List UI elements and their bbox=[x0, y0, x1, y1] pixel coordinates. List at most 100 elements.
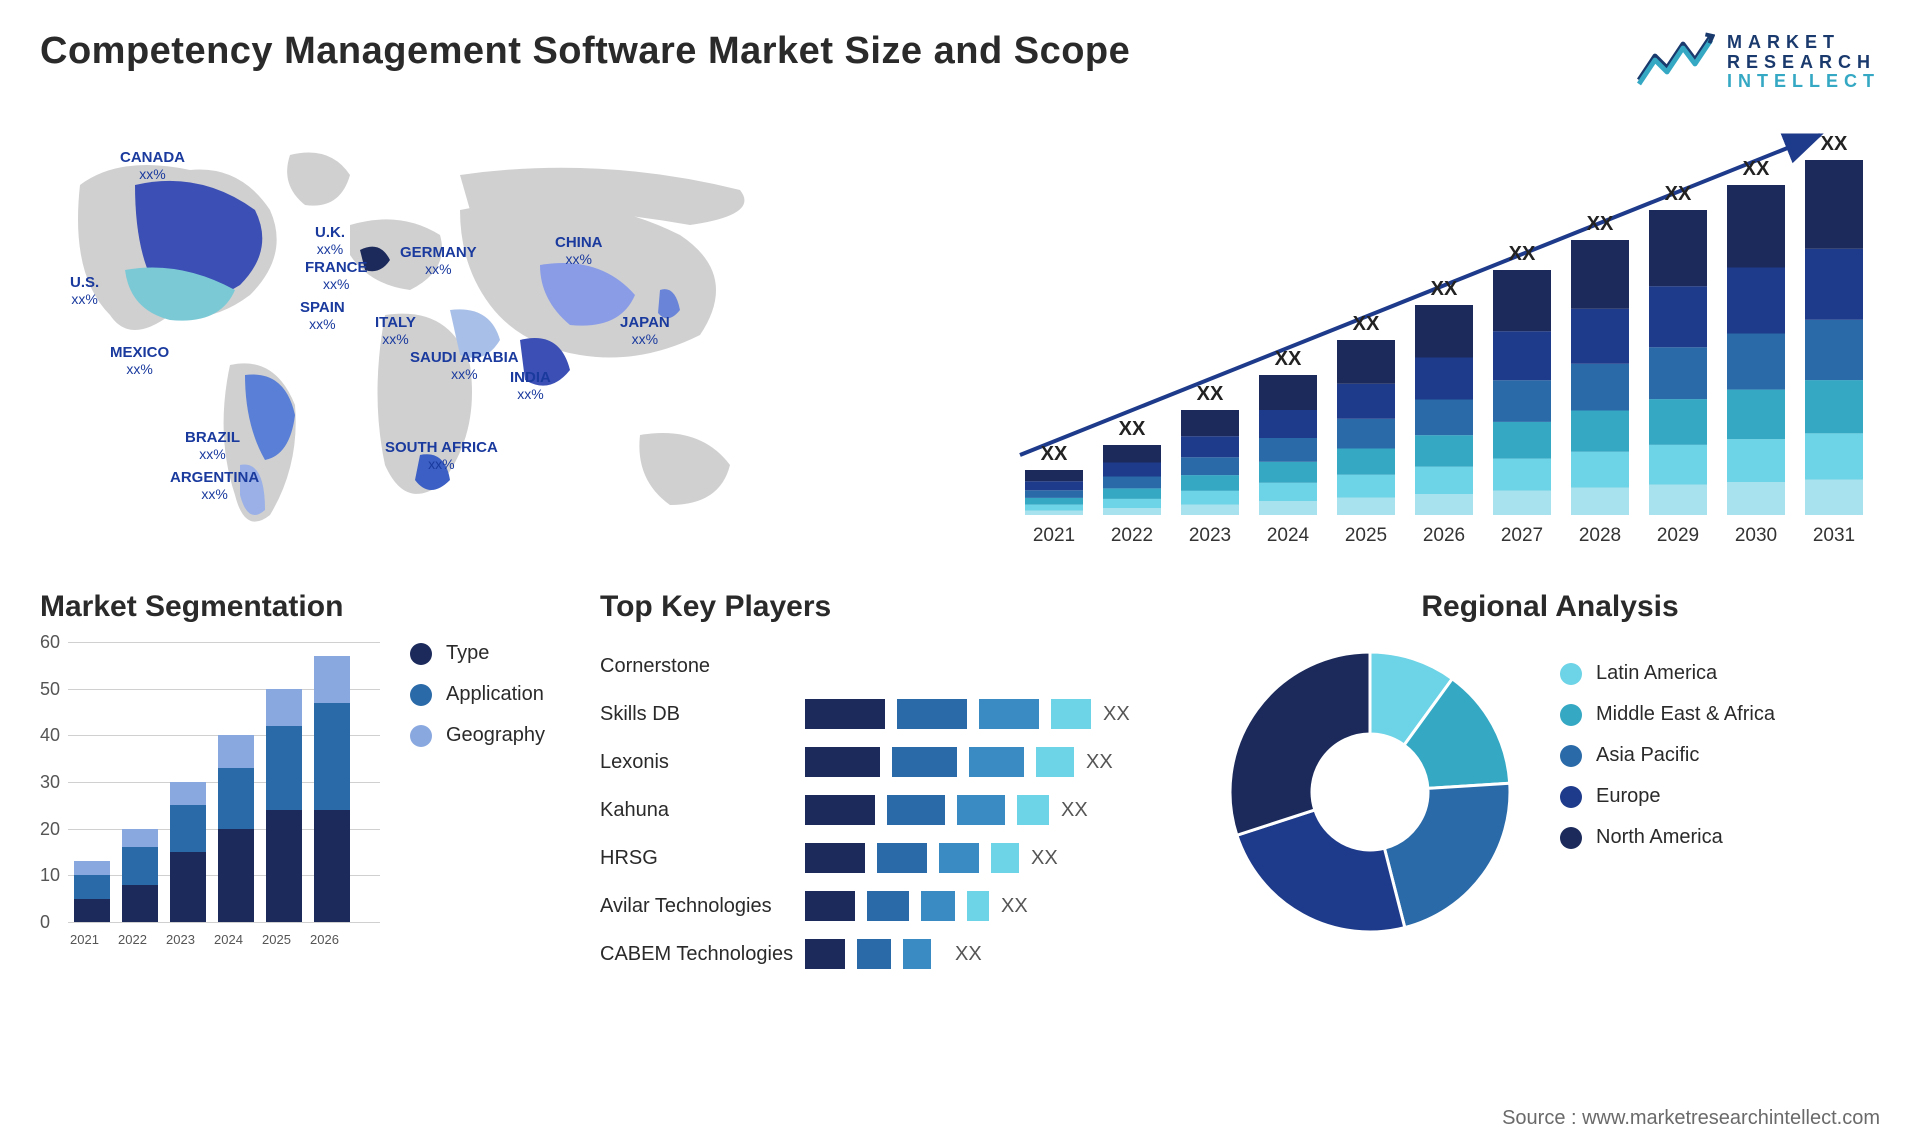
seg-bar-seg bbox=[170, 805, 206, 852]
seg-ytick: 30 bbox=[40, 772, 60, 793]
svg-text:XX: XX bbox=[1509, 243, 1536, 265]
brand-logo: MARKET RESEARCH INTELLECT bbox=[1635, 30, 1880, 95]
swatch-icon bbox=[1560, 663, 1582, 685]
seg-bar-seg bbox=[74, 899, 110, 922]
player-bar-seg bbox=[892, 747, 957, 777]
player-row: Cornerstone bbox=[600, 642, 1190, 690]
growth-chart-panel: XX2021XX2022XX2023XX2024XX2025XX2026XX20… bbox=[1000, 115, 1880, 555]
seg-xtick: 2025 bbox=[262, 932, 291, 947]
svg-text:2030: 2030 bbox=[1735, 525, 1777, 546]
player-bar: XX bbox=[805, 891, 1190, 921]
svg-text:2026: 2026 bbox=[1423, 525, 1465, 546]
player-name: Cornerstone bbox=[600, 655, 795, 678]
seg-ytick: 50 bbox=[40, 679, 60, 700]
seg-ytick: 60 bbox=[40, 632, 60, 653]
seg-bar-seg bbox=[218, 735, 254, 768]
seg-bar-seg bbox=[218, 829, 254, 922]
source-line: Source : www.marketresearchintellect.com bbox=[1502, 1107, 1880, 1130]
seg-bar-seg bbox=[266, 726, 302, 810]
legend-label: Asia Pacific bbox=[1596, 744, 1699, 767]
region-legend-item: North America bbox=[1560, 826, 1775, 849]
swatch-icon bbox=[410, 725, 432, 747]
seg-bar-seg bbox=[266, 689, 302, 726]
player-value: XX bbox=[1086, 751, 1113, 774]
player-bar-seg bbox=[805, 843, 865, 873]
seg-xtick: 2026 bbox=[310, 932, 339, 947]
player-bar-seg bbox=[897, 699, 967, 729]
seg-bar-seg bbox=[314, 703, 350, 810]
player-bar: XX bbox=[805, 699, 1190, 729]
players-title: Top Key Players bbox=[600, 590, 1190, 624]
segmentation-legend: Type Application Geography bbox=[410, 642, 545, 962]
seg-xtick: 2023 bbox=[166, 932, 195, 947]
map-label-india: INDIAxx% bbox=[510, 370, 551, 402]
players-panel: Top Key Players CornerstoneSkills DBXXLe… bbox=[600, 590, 1190, 1070]
seg-xtick: 2024 bbox=[214, 932, 243, 947]
map-label-u-s-: U.S.xx% bbox=[70, 275, 99, 307]
legend-label: Application bbox=[446, 683, 544, 706]
player-bar-seg bbox=[903, 939, 931, 969]
player-bar-seg bbox=[877, 843, 927, 873]
logo-mark-icon bbox=[1635, 30, 1715, 95]
map-label-u-k-: U.K.xx% bbox=[315, 225, 345, 257]
svg-text:2024: 2024 bbox=[1267, 525, 1310, 546]
legend-label: Type bbox=[446, 642, 489, 665]
logo-text-2: RESEARCH bbox=[1727, 53, 1880, 73]
world-map-panel: CANADAxx%U.S.xx%MEXICOxx%BRAZILxx%ARGENT… bbox=[40, 115, 960, 555]
seg-bar-seg bbox=[122, 847, 158, 884]
player-name: CABEM Technologies bbox=[600, 943, 795, 966]
seg-gridline bbox=[68, 922, 380, 923]
player-bar-seg bbox=[867, 891, 909, 921]
svg-text:XX: XX bbox=[1743, 158, 1770, 180]
seg-bar-2021 bbox=[74, 861, 110, 922]
seg-bar-2023 bbox=[170, 782, 206, 922]
player-bar-seg bbox=[957, 795, 1005, 825]
svg-text:2021: 2021 bbox=[1033, 525, 1075, 546]
player-value: XX bbox=[955, 943, 982, 966]
svg-text:2029: 2029 bbox=[1657, 525, 1699, 546]
seg-bar-seg bbox=[74, 861, 110, 875]
seg-bar-seg bbox=[314, 656, 350, 703]
seg-ytick: 40 bbox=[40, 725, 60, 746]
seg-legend-item: Application bbox=[410, 683, 545, 706]
region-legend-item: Europe bbox=[1560, 785, 1775, 808]
player-bar: XX bbox=[805, 747, 1190, 777]
region-legend-item: Latin America bbox=[1560, 662, 1775, 685]
swatch-icon bbox=[1560, 786, 1582, 808]
player-bar-seg bbox=[979, 699, 1039, 729]
player-row: Avilar Technologies XX bbox=[600, 882, 1190, 930]
svg-text:XX: XX bbox=[1353, 313, 1380, 335]
svg-text:XX: XX bbox=[1587, 213, 1614, 235]
seg-ytick: 0 bbox=[40, 912, 50, 933]
swatch-icon bbox=[1560, 704, 1582, 726]
map-label-spain: SPAINxx% bbox=[300, 300, 345, 332]
player-value: XX bbox=[1103, 703, 1130, 726]
player-bar-seg bbox=[857, 939, 891, 969]
player-name: HRSG bbox=[600, 847, 795, 870]
player-bar: XX bbox=[805, 843, 1190, 873]
seg-bar-seg bbox=[122, 885, 158, 922]
player-value: XX bbox=[1031, 847, 1058, 870]
player-bar-seg bbox=[805, 795, 875, 825]
logo-text-3: INTELLECT bbox=[1727, 72, 1880, 92]
seg-legend-item: Geography bbox=[410, 724, 545, 747]
player-bar-seg bbox=[991, 843, 1019, 873]
map-label-saudi-arabia: SAUDI ARABIAxx% bbox=[410, 350, 519, 382]
region-legend-item: Asia Pacific bbox=[1560, 744, 1775, 767]
player-row: LexonisXX bbox=[600, 738, 1190, 786]
seg-bar-seg bbox=[74, 875, 110, 898]
player-bar-seg bbox=[805, 939, 845, 969]
svg-text:XX: XX bbox=[1041, 443, 1068, 465]
map-label-mexico: MEXICOxx% bbox=[110, 345, 169, 377]
player-bar-seg bbox=[805, 891, 855, 921]
map-label-brazil: BRAZILxx% bbox=[185, 430, 240, 462]
seg-bar-seg bbox=[170, 852, 206, 922]
player-name: Avilar Technologies bbox=[600, 895, 795, 918]
player-bar-seg bbox=[805, 699, 885, 729]
player-bar: XX bbox=[805, 939, 1190, 969]
seg-bar-2026 bbox=[314, 656, 350, 922]
player-value: XX bbox=[1001, 895, 1028, 918]
svg-text:XX: XX bbox=[1821, 133, 1848, 155]
page-title: Competency Management Software Market Si… bbox=[40, 30, 1130, 73]
svg-text:2027: 2027 bbox=[1501, 525, 1543, 546]
